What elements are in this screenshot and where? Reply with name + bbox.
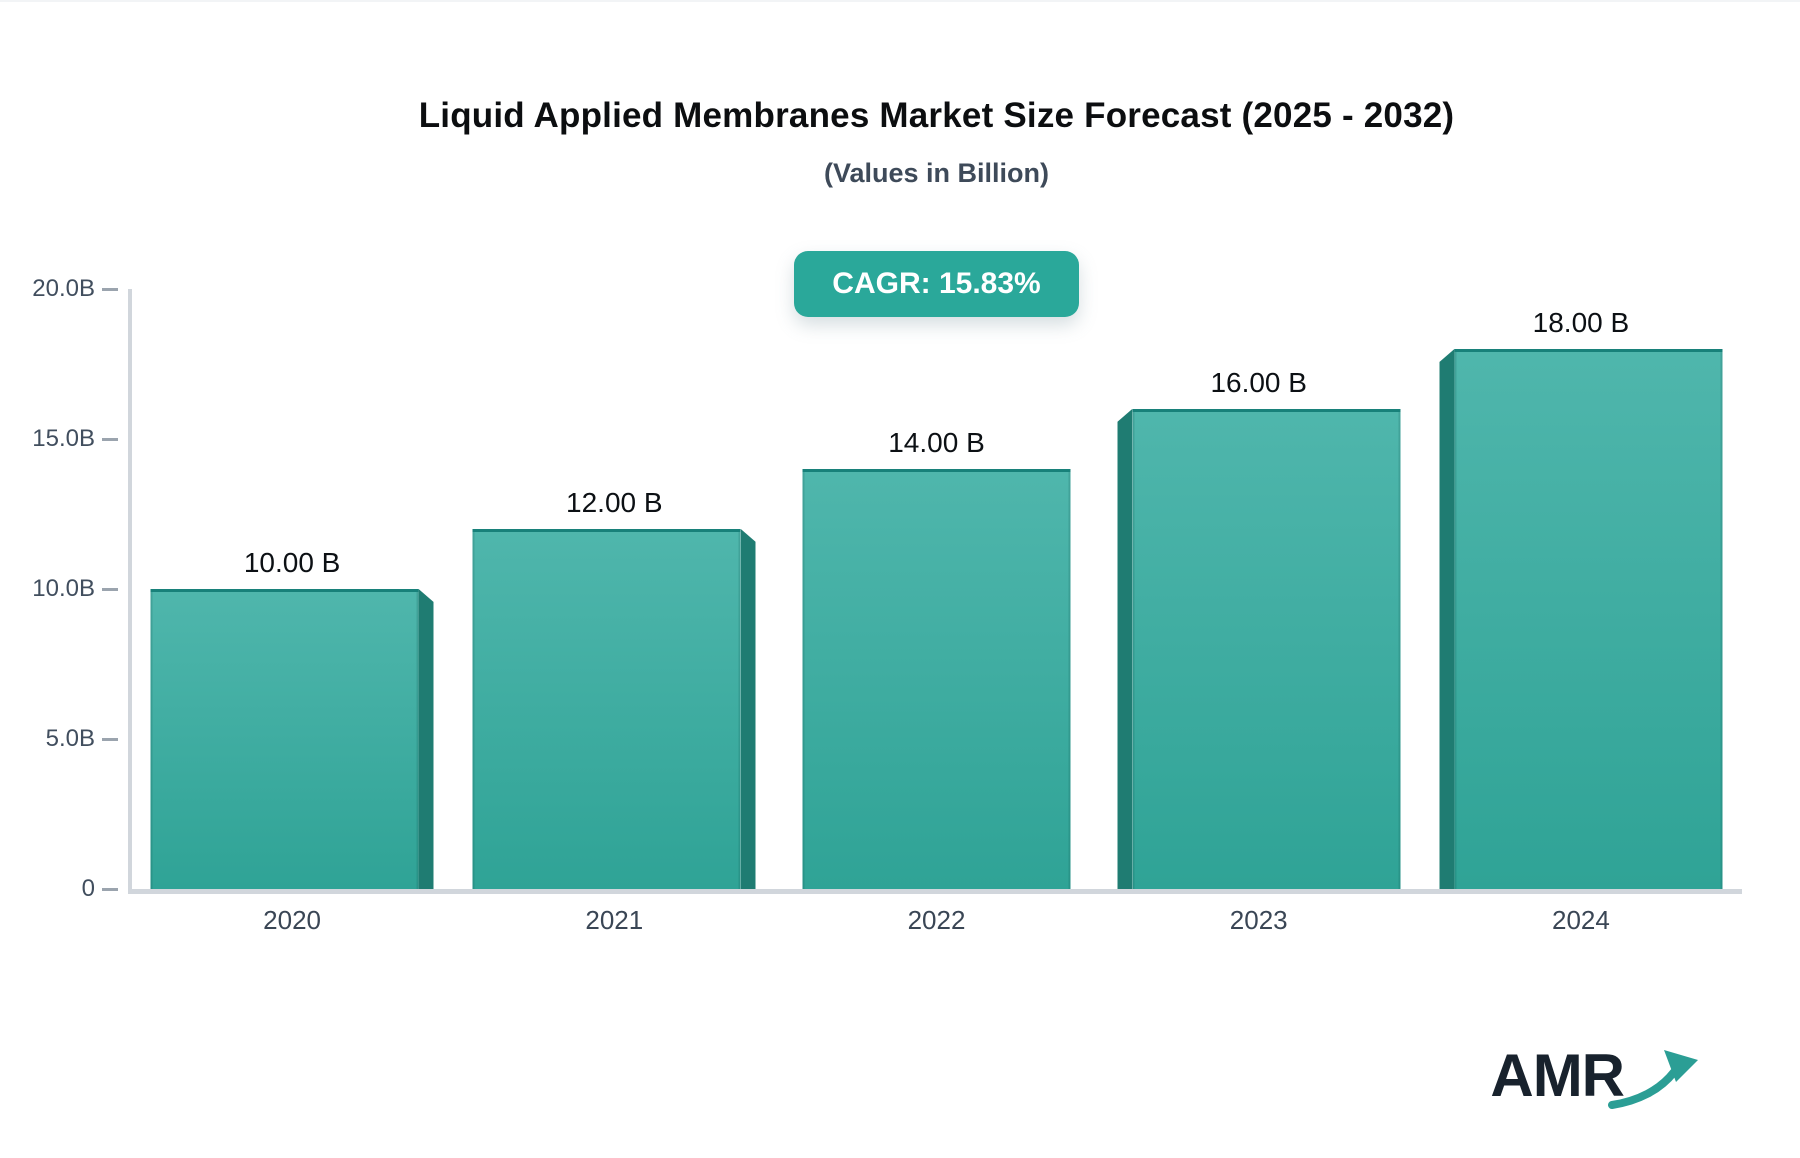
y-tick-mark (102, 438, 118, 441)
x-axis-line (128, 889, 1742, 894)
y-tick-label: 20.0B (32, 275, 95, 302)
cagr-badge: CAGR: 15.83% (794, 251, 1079, 317)
bar-group-2024: 18.00 B 2024 (1420, 289, 1742, 935)
x-tick-label: 2020 (263, 905, 322, 935)
y-tick-mark (102, 588, 118, 591)
bar-face (1132, 409, 1401, 889)
y-tick-mark (102, 888, 118, 891)
y-tick-label: 10.0B (32, 575, 95, 602)
y-tick-label: 15.0B (32, 425, 95, 452)
growth-arrow-icon (1608, 1050, 1698, 1109)
bar-value-label: 12.00 B (566, 487, 663, 518)
bar-side-face (740, 529, 756, 889)
bar-face (802, 469, 1070, 889)
bar-2024: 18.00 B (1439, 307, 1723, 889)
bar-2021: 12.00 B (472, 487, 756, 889)
y-tick-mark (102, 288, 118, 291)
bar-side-face (1117, 409, 1133, 889)
bar-group-2021: 12.00 B 2021 (453, 289, 775, 935)
bar-face (1454, 349, 1723, 889)
bar-value-label: 10.00 B (243, 547, 341, 578)
bar-side-face (418, 589, 434, 889)
y-tick-mark (102, 738, 118, 741)
y-tick-label: 5.0B (45, 725, 95, 752)
amr-logo: AMR (1490, 1042, 1700, 1109)
bar-group-2020: 10.00 B 2020 (131, 289, 453, 935)
bar-2022: 14.00 B (795, 427, 1078, 889)
x-tick-label: 2021 (585, 905, 644, 935)
bar-side-face (1439, 349, 1455, 889)
bar-value-label: 14.00 B (888, 427, 985, 458)
bar-value-label: 16.00 B (1210, 367, 1307, 398)
bar-slots: 10.00 B 2020 12.00 B 2021 14.00 B (131, 289, 1742, 935)
bar-group-2023: 16.00 B 2023 (1098, 289, 1420, 935)
chart-subtitle: (Values in Billion) (823, 158, 1050, 188)
cagr-badge-row: CAGR: 15.83% (131, 251, 1742, 317)
bar-face (472, 529, 741, 889)
bar-value-label: 18.00 B (1532, 307, 1630, 338)
chart-title: Liquid Applied Membranes Market Size For… (418, 96, 1455, 135)
bar-2023: 16.00 B (1117, 367, 1401, 889)
bar-group-2022: 14.00 B 2022 (775, 289, 1097, 935)
x-tick-label: 2023 (1229, 905, 1288, 935)
y-tick-label: 0 (81, 875, 95, 902)
amr-logo-text: AMR (1490, 1042, 1625, 1109)
x-tick-label: 2024 (1551, 905, 1610, 935)
bar-chart-plot: 20.0B 15.0B 10.0B 5.0B 0 10.00 B (32, 275, 1742, 935)
x-tick-label: 2022 (907, 905, 966, 935)
bar-face (150, 589, 419, 889)
bar-2020: 10.00 B (150, 547, 434, 889)
y-axis-line (128, 289, 132, 889)
chart-header: Liquid Applied Membranes Market Size For… (131, 2, 1742, 189)
